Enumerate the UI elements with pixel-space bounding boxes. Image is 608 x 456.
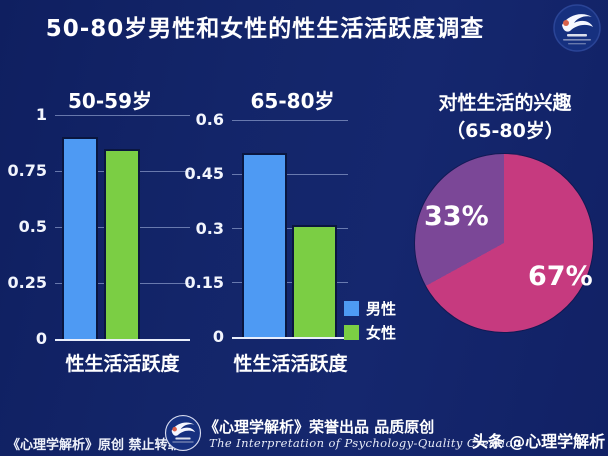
female-color-swatch xyxy=(344,325,359,340)
account-handle: @心理学解析 xyxy=(509,432,606,451)
chart2-title: 65-80岁 xyxy=(250,89,335,113)
pie-label-67: 67% xyxy=(528,261,593,292)
pie-subtitle: （65-80岁） xyxy=(446,120,564,142)
footer-logo-icon xyxy=(164,414,202,452)
y-tick-label: 0.25 xyxy=(7,273,47,292)
chart2-xlabel: 性生活活跃度 xyxy=(233,353,348,375)
footer-publisher: 《心理学解析》荣誉出品 品质原创 xyxy=(204,418,435,436)
chart1-xlabel: 性生活活跃度 xyxy=(65,353,180,375)
footer-account: 头条 @心理学解析 xyxy=(472,428,605,452)
y-tick-label: 0.3 xyxy=(195,218,224,238)
gridline xyxy=(232,228,348,229)
y-tick-label: 0.15 xyxy=(184,272,224,292)
male-color-swatch xyxy=(344,301,359,316)
legend-label-male: 男性 xyxy=(366,300,397,318)
gridline xyxy=(55,114,190,116)
footer-publisher-english: The Interpretation of Psychology-Quality… xyxy=(209,436,521,450)
bar-male xyxy=(242,152,287,337)
bar-male xyxy=(62,137,98,339)
gridline xyxy=(232,119,348,121)
footer-copyright: 《心理学解析》原创 禁止转载 xyxy=(7,438,181,453)
gridline xyxy=(232,173,348,175)
legend-item-female: 女性 xyxy=(344,322,396,343)
publisher-logo-icon xyxy=(552,3,602,53)
y-tick-label: 0.45 xyxy=(184,164,224,184)
legend: 男性 女性 xyxy=(344,298,396,346)
y-tick-label: 0 xyxy=(212,327,224,346)
y-tick-label: 0 xyxy=(35,329,47,348)
y-tick-label: 0.6 xyxy=(195,110,224,129)
chart1-title: 50-59岁 xyxy=(68,89,152,113)
bar-female xyxy=(104,148,140,339)
pie-label-33: 33% xyxy=(424,201,489,232)
toutiao-badge: 头条 xyxy=(472,432,505,451)
chart2-x-axis xyxy=(232,337,348,339)
y-tick-label: 0.5 xyxy=(18,217,47,236)
bar-female xyxy=(292,224,337,337)
pie-chart xyxy=(415,154,593,332)
gridline xyxy=(232,282,348,284)
page-title: 50-80岁男性和女性的性生活活跃度调查 xyxy=(45,16,485,42)
y-tick-label: 1 xyxy=(35,105,47,124)
legend-label-female: 女性 xyxy=(366,324,397,342)
y-tick-label: 0.75 xyxy=(7,161,47,180)
chart1-x-axis xyxy=(55,339,190,341)
pie-title: 对性生活的兴趣 xyxy=(438,92,572,114)
chart2-plot: 0 0.15 0.3 0.45 0.6 xyxy=(185,110,348,346)
chart1-plot: 0 0.25 0.5 0.75 1 xyxy=(8,105,190,348)
legend-item-male: 男性 xyxy=(344,298,396,319)
